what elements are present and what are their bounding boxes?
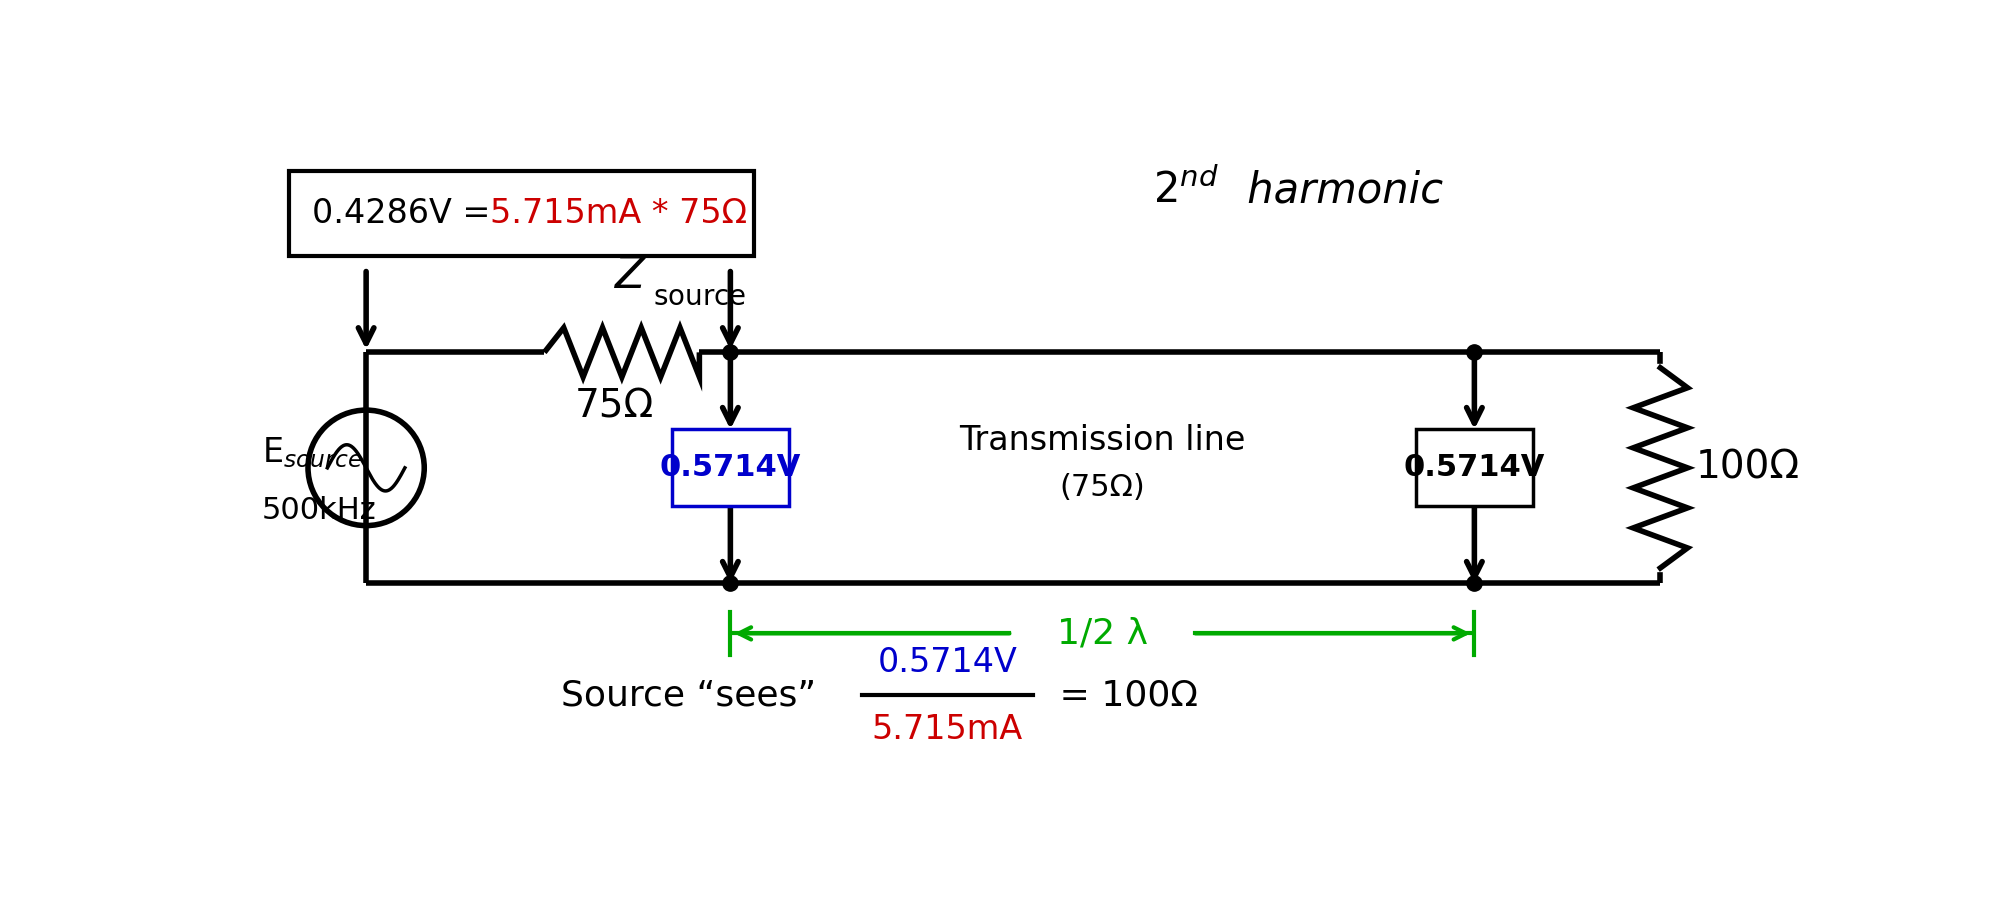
Text: 5.715mA * 75Ω: 5.715mA * 75Ω [490,198,747,231]
Text: 0.4286V =: 0.4286V = [312,198,501,231]
FancyBboxPatch shape [288,171,753,256]
Text: = 100Ω: = 100Ω [1047,678,1197,712]
Text: 1/2 λ: 1/2 λ [1057,617,1147,651]
Text: $2^{nd}$: $2^{nd}$ [1153,169,1219,212]
Text: 0.5714V: 0.5714V [877,646,1017,679]
Text: (75Ω): (75Ω) [1059,473,1145,501]
Text: 0.5714V: 0.5714V [1403,453,1544,482]
Text: harmonic: harmonic [1233,169,1443,211]
Text: 500kHz: 500kHz [262,496,376,524]
Text: 100Ω: 100Ω [1694,449,1798,487]
FancyBboxPatch shape [1415,429,1532,506]
Text: $\mathregular{source}$: $\mathregular{source}$ [653,283,745,311]
Text: 75Ω: 75Ω [573,387,653,425]
Text: 0.5714V: 0.5714V [659,453,801,482]
FancyBboxPatch shape [671,429,787,506]
Text: $\mathregular{E}_{source}$: $\mathregular{E}_{source}$ [262,436,362,469]
Text: $Z$: $Z$ [613,253,647,296]
Text: Transmission line: Transmission line [959,425,1245,458]
Text: Source “sees”: Source “sees” [559,678,827,712]
Text: 5.715mA: 5.715mA [871,713,1023,746]
